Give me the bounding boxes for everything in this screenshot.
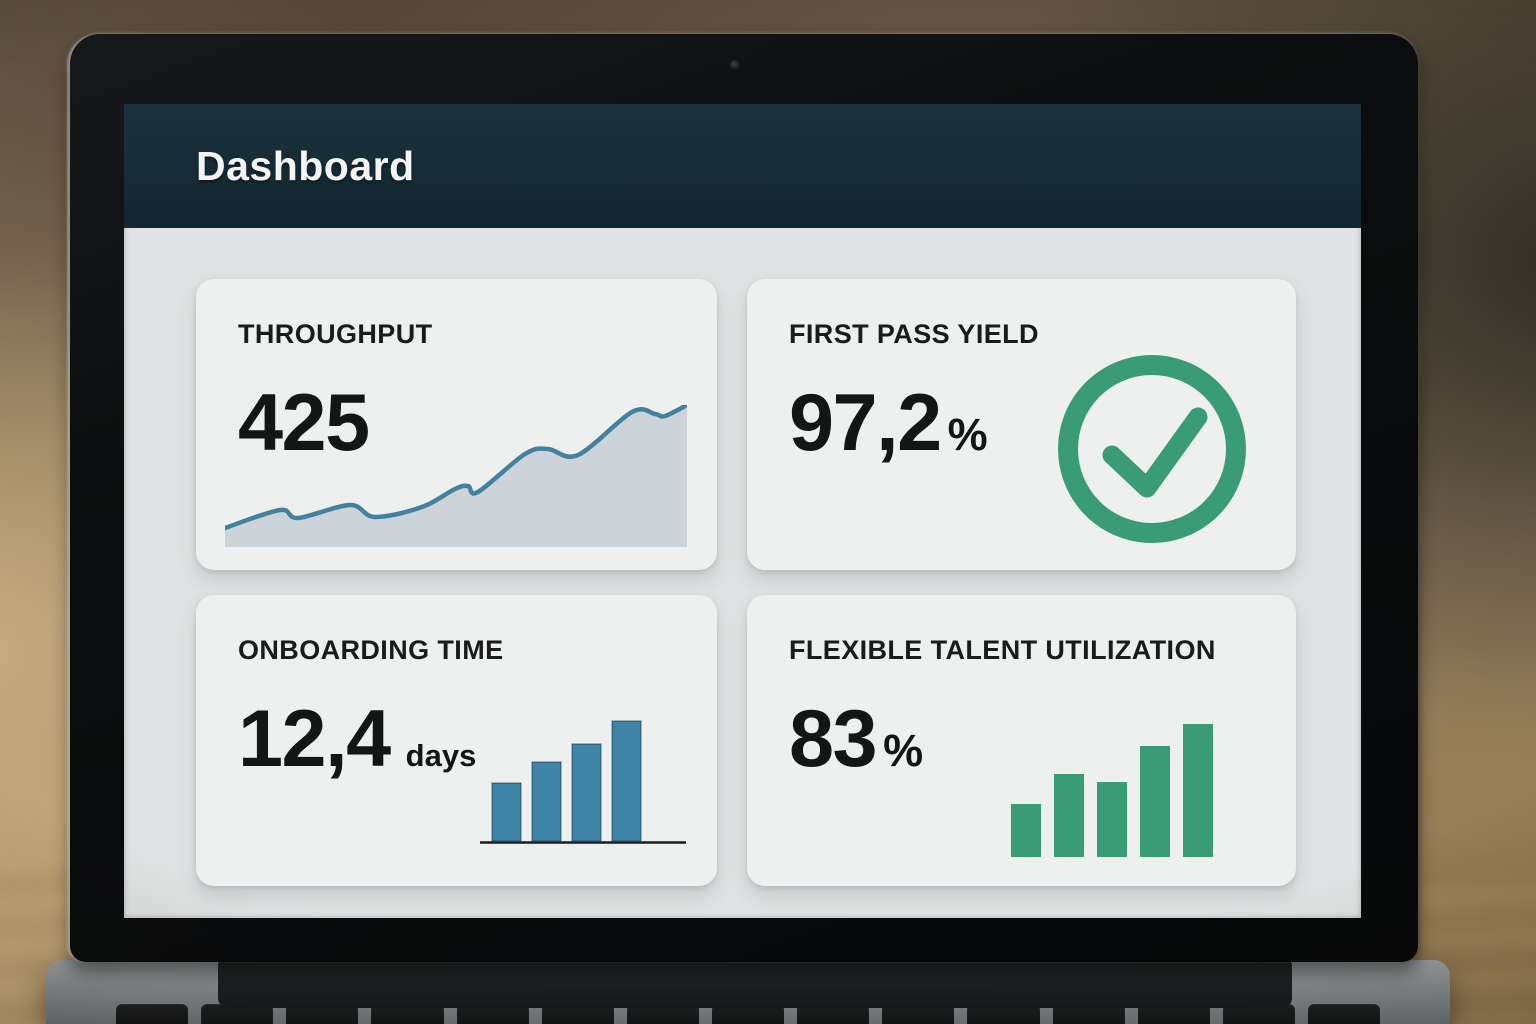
keyboard-key xyxy=(541,1004,614,1024)
kpi-unit: % xyxy=(883,725,924,776)
keyboard-key xyxy=(797,1004,870,1024)
kpi-card-throughput: THROUGHPUT 425 xyxy=(196,279,717,570)
page-title: Dashboard xyxy=(196,142,415,189)
kpi-value: 97,2% xyxy=(789,383,988,464)
keyboard-key xyxy=(201,1004,274,1024)
kpi-value: 12,4 days xyxy=(238,699,476,780)
keyboard-key xyxy=(626,1004,699,1024)
keyboard-key xyxy=(967,1004,1040,1024)
flexible-talent-bar-chart xyxy=(1011,724,1213,857)
kpi-card-first-pass-yield: FIRST PASS YIELD 97,2% xyxy=(747,279,1296,570)
kpi-number: 425 xyxy=(238,378,370,468)
check-circle-icon xyxy=(1058,355,1246,543)
kpi-value: 83% xyxy=(789,699,923,780)
keyboard-key xyxy=(456,1004,529,1024)
keyboard-key xyxy=(1137,1004,1210,1024)
kpi-number: 83 xyxy=(789,694,878,784)
kpi-value: 425 xyxy=(238,383,370,464)
kpi-label: THROUGHPUT xyxy=(238,319,433,349)
kpi-card-flexible-talent-utilization: FLEXIBLE TALENT UTILIZATION 83% xyxy=(747,595,1296,886)
onboarding-bar-chart xyxy=(480,720,686,844)
kpi-unit: days xyxy=(405,738,477,773)
laptop-hinge xyxy=(218,956,1292,1008)
keyboard-key xyxy=(1052,1004,1125,1024)
keyboard-key xyxy=(1222,1004,1295,1024)
keyboard-key xyxy=(371,1004,444,1024)
kpi-card-onboarding-time: ONBOARDING TIME 12,4 days xyxy=(196,595,717,886)
webcam-icon xyxy=(730,60,740,70)
laptop-screen: Dashboard THROUGHPUT 425 FIRST PASS YIEL… xyxy=(124,104,1361,918)
laptop-lid-bezel: Dashboard THROUGHPUT 425 FIRST PASS YIEL… xyxy=(70,34,1418,962)
kpi-number: 12,4 xyxy=(238,694,391,784)
keyboard-key xyxy=(1307,1004,1381,1024)
throughput-area-sparkline xyxy=(225,405,687,547)
kpi-label: ONBOARDING TIME xyxy=(238,635,504,665)
app-header: Dashboard xyxy=(124,104,1361,228)
kpi-unit: % xyxy=(947,409,988,460)
kpi-number: 97,2 xyxy=(789,378,942,468)
keyboard-key xyxy=(711,1004,785,1024)
keyboard-key xyxy=(116,1004,189,1024)
keyboard-key xyxy=(286,1004,359,1024)
keyboard-keys xyxy=(116,1004,1381,1024)
kpi-label: FLEXIBLE TALENT UTILIZATION xyxy=(789,635,1216,665)
kpi-label: FIRST PASS YIELD xyxy=(789,319,1039,349)
keyboard-key xyxy=(882,1004,955,1024)
